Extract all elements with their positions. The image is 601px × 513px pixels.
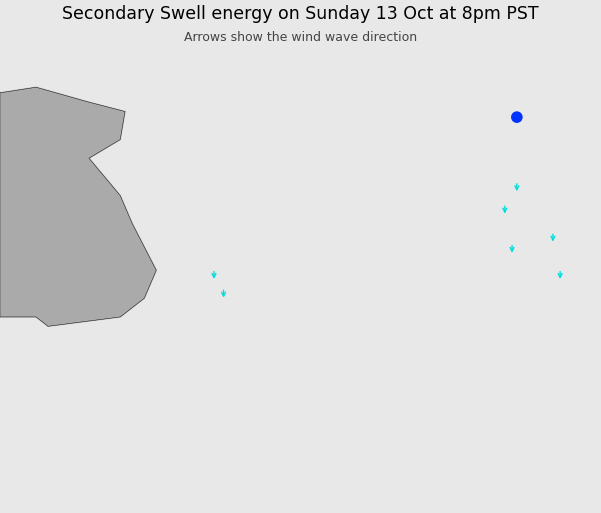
Point [512, 113, 522, 121]
Polygon shape [0, 87, 156, 326]
Text: Secondary Swell energy on Sunday 13 Oct at 8pm PST: Secondary Swell energy on Sunday 13 Oct … [62, 5, 539, 23]
Text: Arrows show the wind wave direction: Arrows show the wind wave direction [184, 31, 417, 44]
